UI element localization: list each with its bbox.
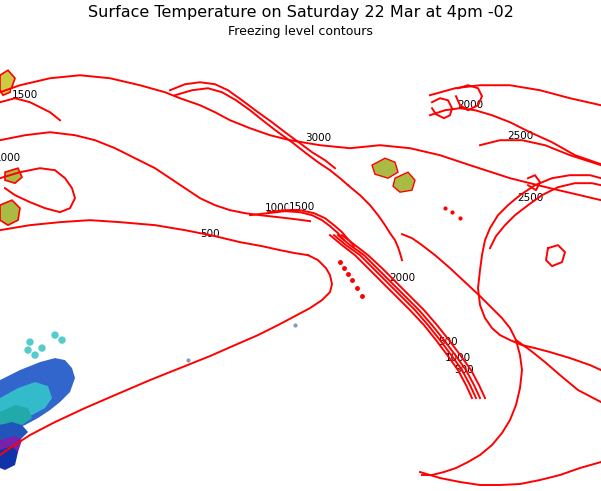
- Text: 1000: 1000: [0, 153, 21, 163]
- Polygon shape: [0, 446, 18, 470]
- Circle shape: [32, 352, 38, 358]
- Text: 2500: 2500: [507, 131, 533, 141]
- Text: 500: 500: [438, 337, 458, 347]
- Polygon shape: [0, 436, 22, 458]
- Text: 1000: 1000: [445, 353, 471, 363]
- Text: Freezing level contours: Freezing level contours: [228, 25, 373, 38]
- Text: 500: 500: [200, 229, 220, 239]
- Text: 2000: 2000: [389, 273, 415, 283]
- Polygon shape: [393, 172, 415, 192]
- Polygon shape: [0, 382, 52, 422]
- Polygon shape: [0, 422, 28, 444]
- Text: 1000: 1000: [265, 203, 291, 213]
- Text: 3000: 3000: [305, 133, 331, 143]
- Text: 2000: 2000: [457, 100, 483, 110]
- Polygon shape: [372, 158, 398, 178]
- Text: 1500: 1500: [289, 202, 315, 212]
- Polygon shape: [0, 200, 20, 225]
- Polygon shape: [0, 405, 32, 428]
- Text: Surface Temperature on Saturday 22 Mar at 4pm -02: Surface Temperature on Saturday 22 Mar a…: [88, 5, 513, 21]
- Polygon shape: [5, 168, 22, 183]
- Polygon shape: [0, 70, 15, 95]
- Text: 2500: 2500: [517, 193, 543, 203]
- Circle shape: [27, 339, 33, 345]
- Circle shape: [25, 347, 31, 353]
- Text: 500: 500: [454, 365, 474, 375]
- Circle shape: [59, 337, 65, 343]
- Text: 1500: 1500: [12, 90, 38, 100]
- Circle shape: [39, 345, 45, 351]
- Circle shape: [52, 332, 58, 338]
- Polygon shape: [0, 358, 75, 432]
